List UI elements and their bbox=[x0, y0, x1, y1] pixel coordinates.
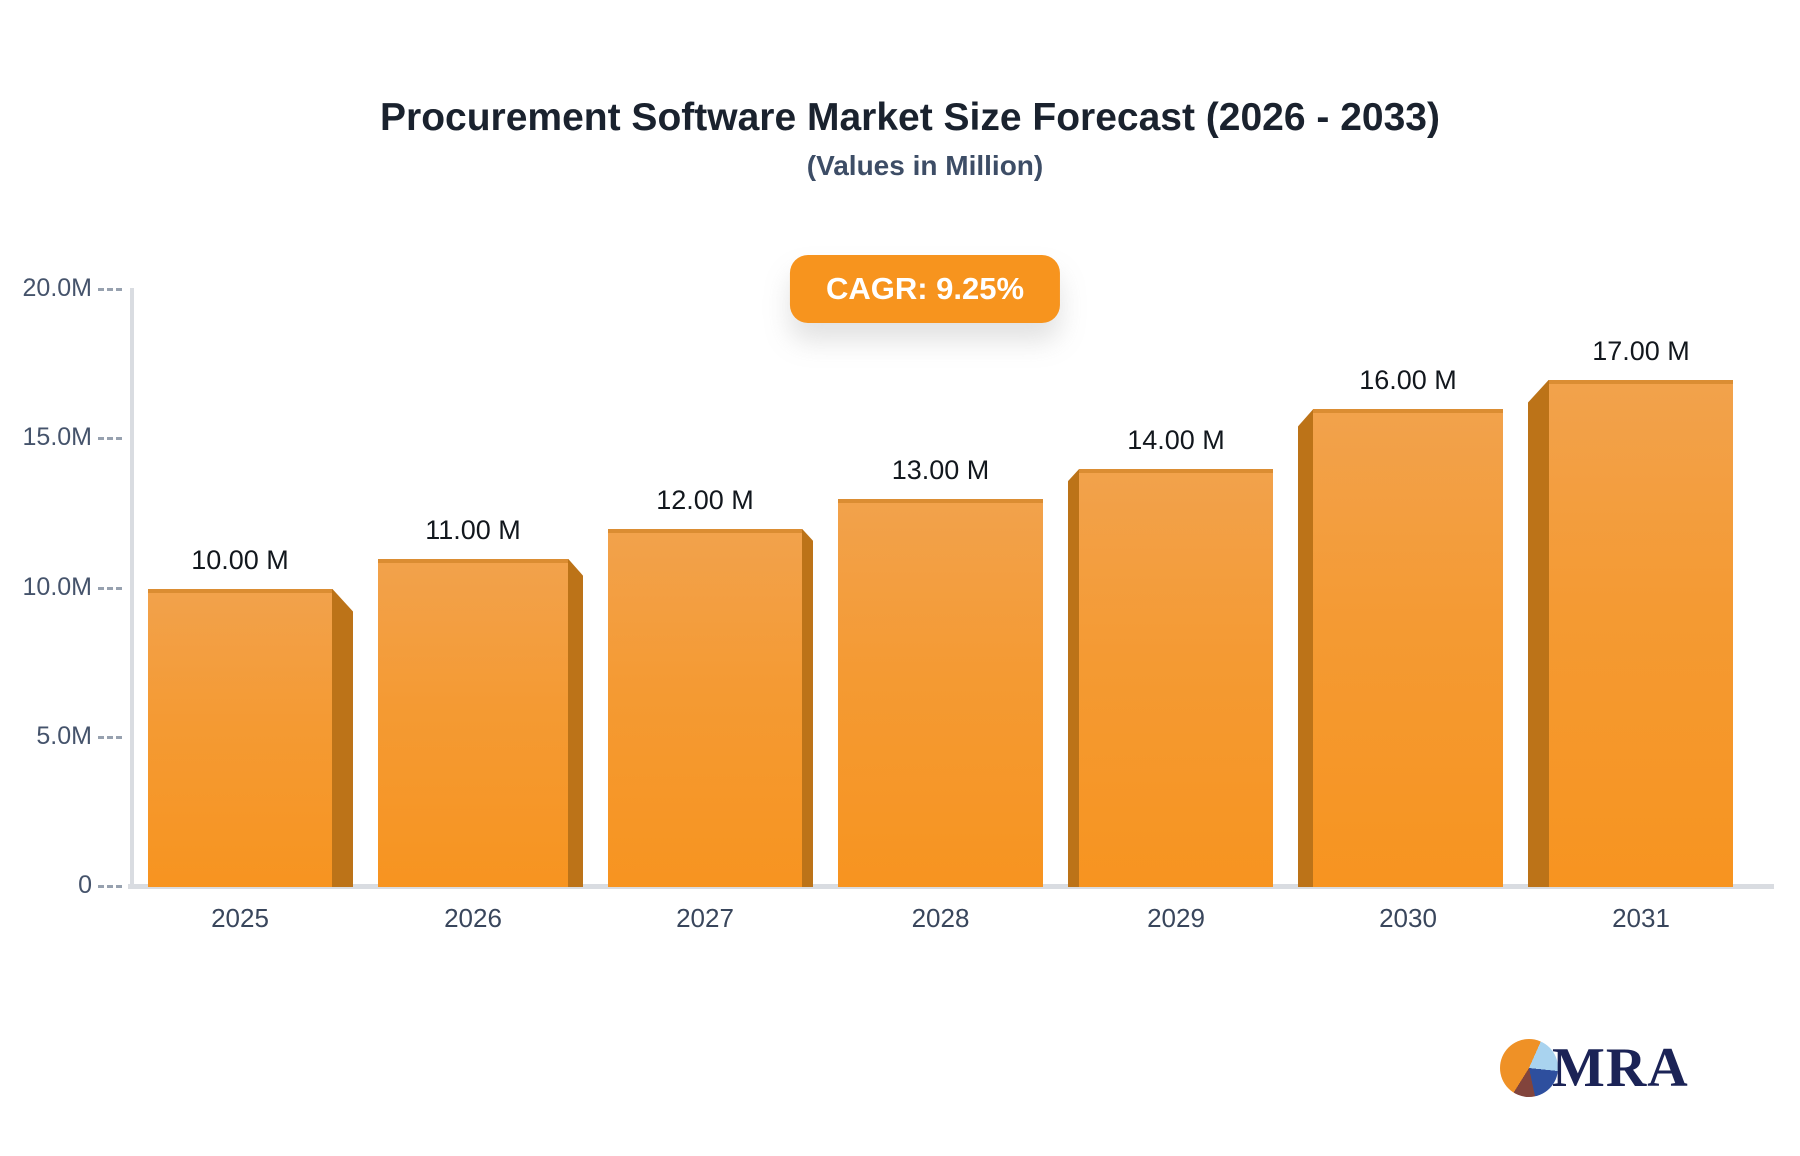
bar-2026 bbox=[378, 558, 583, 887]
y-axis-line bbox=[130, 288, 134, 888]
bar-value-label: 12.00 M bbox=[656, 484, 754, 515]
y-tick-label: 5.0M bbox=[36, 721, 92, 750]
bar-face bbox=[1313, 409, 1503, 887]
x-axis-label-2031: 2031 bbox=[1612, 903, 1670, 933]
bar-side-face bbox=[332, 588, 353, 887]
bar-side-face bbox=[568, 558, 583, 887]
bar-face bbox=[378, 558, 568, 887]
bar-value-label: 13.00 M bbox=[891, 454, 990, 485]
y-tick-label: 0 bbox=[78, 871, 92, 899]
bar-side-face bbox=[1528, 379, 1549, 887]
y-tick-mark bbox=[98, 288, 122, 291]
y-tick-mark bbox=[98, 437, 122, 441]
y-tick-mark bbox=[98, 586, 122, 590]
brand-logo: MRA bbox=[1500, 1036, 1689, 1100]
bar-face bbox=[1549, 379, 1733, 887]
x-axis-label-2030: 2030 bbox=[1379, 903, 1437, 933]
bar-2030 bbox=[1298, 409, 1503, 887]
x-axis-label-2027: 2027 bbox=[676, 903, 734, 933]
bar-face bbox=[608, 528, 802, 887]
bar-2031 bbox=[1528, 379, 1733, 887]
y-tick-label: 10.0M bbox=[22, 572, 92, 601]
y-tick-label: 15.0M bbox=[22, 423, 92, 452]
bar-side-face bbox=[802, 528, 813, 887]
bar-face bbox=[838, 498, 1043, 887]
chart-subtitle: (Values in Million) bbox=[806, 150, 1044, 181]
cagr-badge: CAGR: 9.25% bbox=[789, 255, 1061, 323]
bar-side-face bbox=[1068, 469, 1079, 887]
x-axis-label-2025: 2025 bbox=[211, 903, 269, 933]
bar-2025 bbox=[148, 588, 353, 887]
x-axis-label-2026: 2026 bbox=[444, 903, 502, 933]
bar-side-face bbox=[1298, 409, 1313, 887]
brand-logo-text: MRA bbox=[1552, 1037, 1689, 1099]
bar-value-label: 16.00 M bbox=[1359, 365, 1457, 396]
bar-2028 bbox=[838, 498, 1043, 887]
bar-face bbox=[1079, 469, 1273, 887]
bar-value-label: 17.00 M bbox=[1592, 335, 1690, 366]
chart-title: Procurement Software Market Size Forecas… bbox=[380, 96, 1440, 139]
y-tick-label: 20.0M bbox=[22, 274, 92, 302]
bar-value-label: 10.00 M bbox=[191, 544, 289, 575]
y-tick-mark bbox=[98, 735, 122, 739]
bar-face bbox=[148, 588, 332, 887]
y-tick-mark bbox=[98, 885, 122, 888]
x-axis-label-2029: 2029 bbox=[1147, 903, 1205, 933]
pie-chart-icon bbox=[1500, 1039, 1558, 1097]
bar-2027 bbox=[608, 528, 813, 887]
bar-2029 bbox=[1068, 469, 1273, 887]
bar-value-label: 11.00 M bbox=[425, 514, 521, 545]
bar-value-label: 14.00 M bbox=[1127, 425, 1225, 456]
x-axis-label-2028: 2028 bbox=[911, 903, 970, 933]
